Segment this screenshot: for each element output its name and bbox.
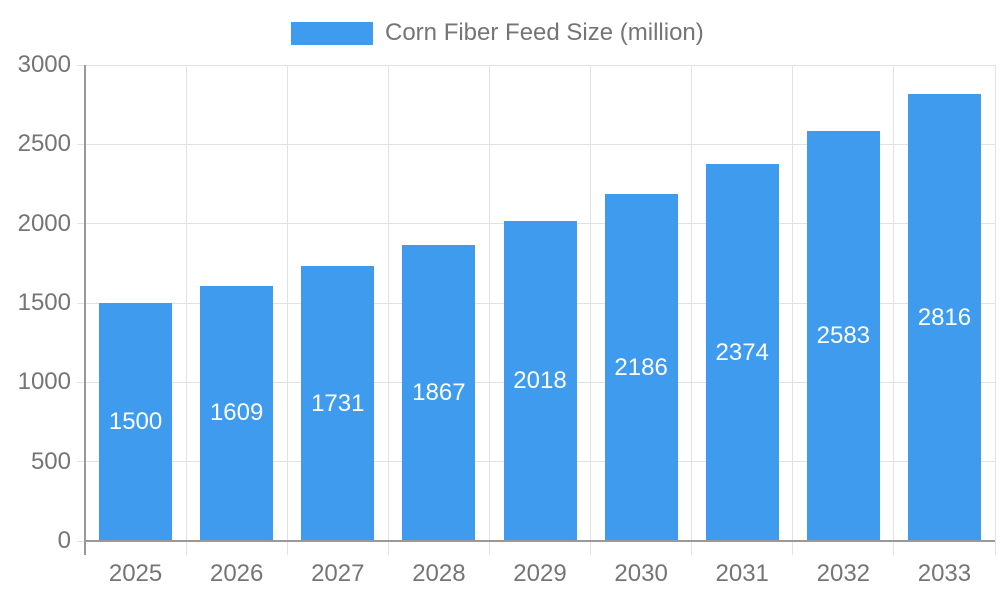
y-axis-line — [84, 65, 86, 555]
bar[interactable] — [200, 285, 274, 541]
bar[interactable] — [301, 266, 375, 541]
bar[interactable] — [604, 194, 678, 541]
x-axis-tick-label: 2026 — [209, 560, 264, 587]
legend-swatch — [291, 21, 373, 45]
bar-value-label: 2583 — [816, 322, 871, 350]
x-axis-tick-label: 2029 — [513, 560, 567, 587]
bar-value-label: 2018 — [513, 366, 567, 394]
x-axis-tick-label: 2032 — [816, 560, 871, 587]
y-axis-tick-label: 2000 — [17, 209, 71, 237]
h-gridline — [77, 143, 995, 145]
legend-label: Corn Fiber Feed Size (million) — [385, 19, 704, 46]
bar[interactable] — [907, 94, 981, 541]
bar-value-label: 1609 — [209, 399, 264, 427]
y-axis-tick-label: 2500 — [17, 130, 71, 158]
y-axis-tick-label: 0 — [57, 527, 71, 554]
y-axis-tick-label: 1000 — [17, 368, 71, 396]
h-gridline — [77, 64, 995, 66]
v-gridline — [185, 65, 187, 555]
bar-value-label: 1500 — [108, 408, 163, 435]
v-gridline — [286, 65, 288, 555]
v-gridline — [590, 65, 592, 555]
x-axis-tick-label: 2033 — [917, 560, 972, 587]
v-gridline — [387, 65, 389, 555]
x-axis-tick-label: 2030 — [614, 560, 668, 587]
x-axis-line — [85, 540, 995, 542]
v-gridline — [792, 65, 794, 555]
bar[interactable] — [402, 244, 476, 541]
x-axis-tick-label: 2025 — [108, 560, 163, 587]
y-axis-tick-label: 500 — [30, 447, 71, 475]
v-gridline — [893, 65, 895, 555]
x-axis-tick-label: 2031 — [715, 560, 769, 587]
x-axis-tick-label: 2027 — [311, 560, 365, 587]
bar-value-label: 1731 — [311, 389, 365, 417]
v-gridline — [994, 65, 996, 555]
legend-item[interactable]: Corn Fiber Feed Size (million) — [291, 21, 704, 45]
bar-value-label: 2186 — [614, 353, 668, 381]
y-axis-tick-label: 3000 — [17, 51, 71, 78]
bar[interactable] — [503, 220, 577, 541]
bar-value-label: 1867 — [412, 378, 466, 406]
v-gridline — [691, 65, 693, 555]
bar-value-label: 2374 — [715, 338, 769, 366]
bar[interactable] — [705, 164, 779, 541]
y-axis-tick-label: 1500 — [17, 289, 71, 316]
bar-value-label: 2816 — [917, 303, 972, 331]
x-axis-tick-label: 2028 — [412, 560, 466, 587]
v-gridline — [488, 65, 490, 555]
bar[interactable] — [806, 131, 880, 541]
bar[interactable] — [99, 303, 173, 541]
